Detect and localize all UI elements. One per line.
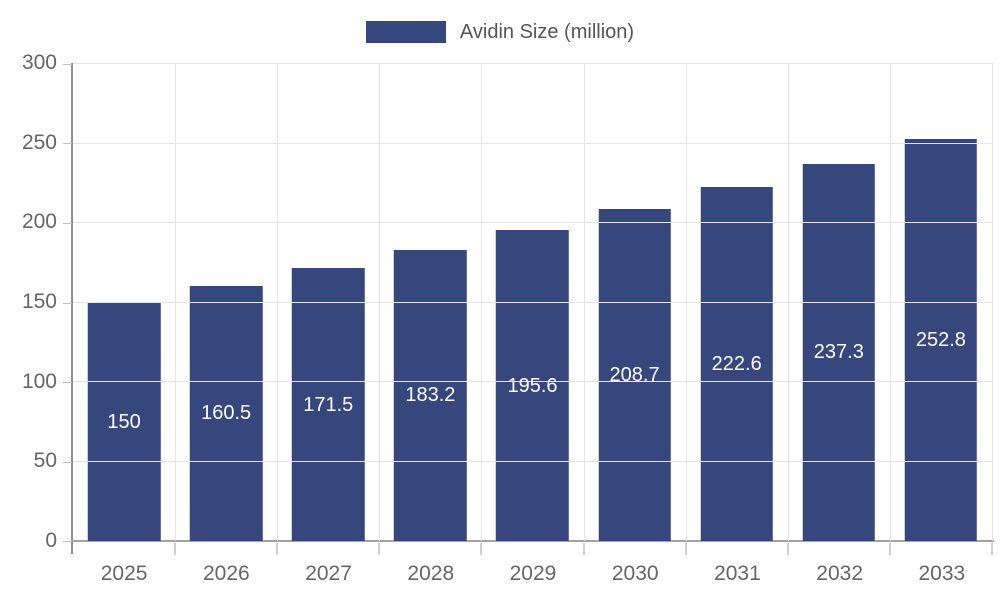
- y-axis-tick: [63, 302, 72, 304]
- x-axis-tick: [480, 543, 483, 555]
- bar-2033: 252.8: [904, 139, 978, 541]
- x-tick-label: 2033: [918, 562, 966, 585]
- y-axis-tick: [63, 541, 72, 542]
- y-tick-label: 150: [21, 290, 57, 313]
- bar-slot: 222.6: [686, 64, 788, 541]
- bar-value-label: 171.5: [303, 393, 354, 416]
- x-axis-tick: [174, 543, 177, 555]
- x-axis-tick: [276, 543, 279, 555]
- legend-label: Avidin Size (million): [459, 21, 635, 43]
- plot-area: 150 160.5 171.5 183.2 195.6 208.7 222.6 237.3 25…: [63, 63, 993, 555]
- bar-slot: 208.7: [584, 64, 686, 541]
- bar-slot: 150: [73, 64, 175, 541]
- bar-2028: 183.2: [394, 249, 467, 541]
- x-axis-tick: [684, 543, 687, 555]
- x-axis-tick: [378, 543, 381, 555]
- vertical-gridline: [175, 64, 177, 541]
- legend[interactable]: Avidin Size (million): [0, 19, 1000, 45]
- x-tick-label: 2031: [714, 562, 761, 585]
- bar-2027: 171.5: [292, 268, 365, 541]
- bar-value-label: 183.2: [405, 384, 456, 407]
- x-tick-label: 2027: [305, 562, 352, 585]
- bar-2026: 160.5: [189, 285, 263, 541]
- bar-value-label: 160.5: [201, 402, 252, 425]
- bar-value-label: 208.7: [609, 364, 660, 387]
- y-axis-tick: [63, 461, 72, 463]
- x-axis-tick: [582, 543, 585, 555]
- y-tick-label: 0: [45, 529, 57, 552]
- bar-value-label: 195.6: [507, 374, 558, 397]
- bar-value-label: 237.3: [813, 341, 864, 364]
- y-axis-tick: [63, 64, 72, 65]
- bar-value-label: 150: [107, 410, 141, 433]
- bar-slot: 195.6: [481, 64, 583, 541]
- x-axis-labels: 2025 2026 2027 2028 2029 2030 2031 2032 2033: [73, 560, 993, 588]
- y-tick-label: 100: [21, 369, 57, 393]
- y-tick-label: 250: [21, 130, 57, 154]
- bar-slot: 252.8: [890, 64, 992, 541]
- y-axis-tick: [63, 222, 72, 224]
- x-axis-tick: [991, 543, 993, 555]
- horizontal-gridline: [73, 142, 992, 144]
- x-tick-label: 2030: [611, 562, 659, 585]
- x-tick-label: 2025: [100, 562, 148, 585]
- bar-2031: 222.6: [700, 187, 773, 541]
- y-tick-label: 200: [21, 210, 57, 234]
- vertical-gridline: [685, 64, 687, 541]
- bar-2030: 208.7: [598, 209, 671, 541]
- horizontal-gridline: [73, 222, 992, 224]
- vertical-gridline: [787, 64, 789, 541]
- x-tick-label: 2028: [407, 562, 455, 585]
- bar-slot: 160.5: [175, 64, 277, 541]
- legend-swatch: [365, 21, 446, 43]
- x-tick-label: 2026: [202, 562, 250, 585]
- bar-value-label: 252.8: [915, 329, 966, 352]
- x-axis-tick: [786, 543, 789, 555]
- x-tick-label: 2029: [509, 562, 557, 585]
- bars: 150 160.5 171.5 183.2 195.6 208.7 222.6 237.3 25…: [73, 64, 992, 541]
- bar-2032: 237.3: [802, 163, 876, 541]
- vertical-gridline: [277, 64, 279, 541]
- y-axis-labels: 0 50 100 150 200 250 300: [0, 51, 57, 552]
- horizontal-gridline: [73, 460, 992, 462]
- bar-2025: 150: [87, 302, 161, 541]
- x-axis-tick: [888, 543, 891, 555]
- y-tick-label: 300: [21, 51, 57, 74]
- vertical-gridline: [481, 64, 483, 541]
- y-axis-tick: [63, 143, 72, 145]
- vertical-gridline: [379, 64, 381, 541]
- bar-slot: 237.3: [788, 64, 890, 541]
- x-tick-label: 2032: [816, 562, 863, 585]
- y-axis-line: [71, 63, 73, 554]
- y-tick-label: 50: [33, 449, 57, 473]
- bar-2029: 195.6: [496, 230, 569, 541]
- bar-slot: 171.5: [277, 64, 379, 541]
- y-axis-tick: [63, 381, 72, 383]
- horizontal-gridline: [73, 381, 992, 383]
- vertical-gridline: [889, 64, 891, 541]
- x-axis-line: [71, 540, 994, 542]
- horizontal-gridline: [73, 301, 992, 303]
- bar-value-label: 222.6: [711, 353, 762, 376]
- bar-slot: 183.2: [379, 64, 481, 541]
- vertical-gridline: [583, 64, 585, 541]
